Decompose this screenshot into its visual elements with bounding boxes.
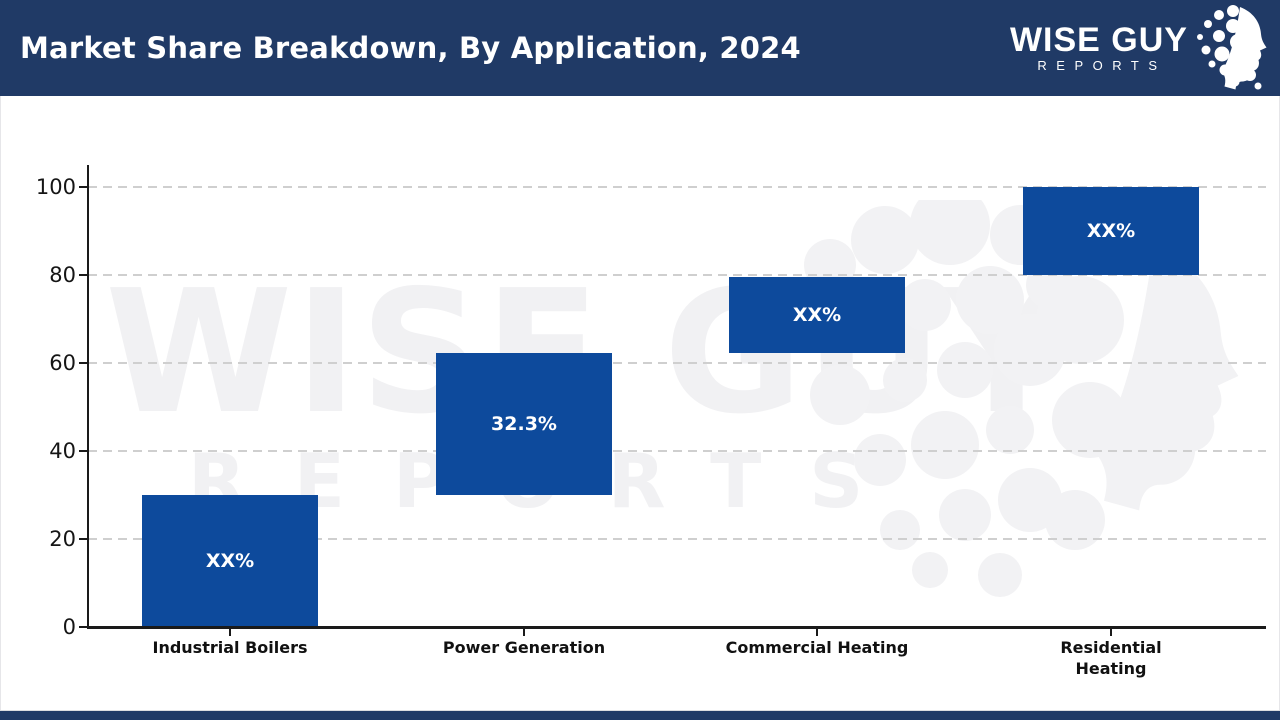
bar-segment: XX% (142, 495, 318, 627)
x-tick-mark (523, 629, 525, 636)
bar-value-label: 32.3% (491, 412, 557, 435)
footer-divider (0, 710, 1280, 711)
y-tick-mark (79, 362, 87, 364)
bar-value-label: XX% (205, 550, 255, 572)
x-tick-mark (1110, 629, 1112, 636)
x-tick-mark (816, 629, 818, 636)
y-tick-mark (79, 186, 87, 188)
logo-subtitle: REPORTS (1037, 58, 1167, 74)
x-tick-mark (229, 629, 231, 636)
x-category-label: Industrial Boilers (152, 638, 308, 657)
bar-segment: XX% (1023, 187, 1199, 275)
header-bar: Market Share Breakdown, By Application, … (0, 0, 1280, 96)
x-category-label: Power Generation (442, 638, 606, 657)
gridline-60 (88, 362, 1266, 364)
y-tick-mark (79, 450, 87, 452)
gridline-40 (88, 450, 1266, 452)
gridline-100 (88, 186, 1266, 188)
y-tick-label: 40 (49, 439, 76, 463)
page-title: Market Share Breakdown, By Application, … (20, 31, 801, 65)
bar-value-label: XX% (1086, 220, 1136, 242)
logo-wordmark: WISE GUY (1009, 20, 1188, 59)
wiseguy-logo: WISE GUY REPORTS (1010, 5, 1270, 91)
x-category-label: Commercial Heating (725, 638, 909, 657)
y-tick-label: 80 (49, 263, 76, 287)
bar-segment: 32.3% (436, 352, 612, 495)
y-tick-mark (79, 274, 87, 276)
bar-value-label: XX% (792, 304, 842, 327)
logo-head-icon (1197, 5, 1267, 90)
y-tick-label: 20 (49, 527, 76, 551)
y-tick-mark (79, 538, 87, 540)
gridline-80 (88, 274, 1266, 276)
gridline-20 (88, 538, 1266, 540)
x-axis-line (88, 626, 1266, 629)
logo-wordmark-block: WISE GUY REPORTS (1009, 20, 1188, 74)
y-axis-spine (87, 165, 89, 629)
y-tick-label: 60 (49, 351, 76, 375)
bar-segment: XX% (729, 277, 905, 353)
y-tick-mark (79, 626, 87, 628)
watermark-head-graphic (804, 200, 1239, 597)
x-category-label: Residential Heating (1060, 638, 1162, 678)
footer-bar (0, 711, 1280, 720)
y-tick-label: 0 (62, 615, 76, 639)
y-tick-label: 100 (35, 175, 76, 199)
